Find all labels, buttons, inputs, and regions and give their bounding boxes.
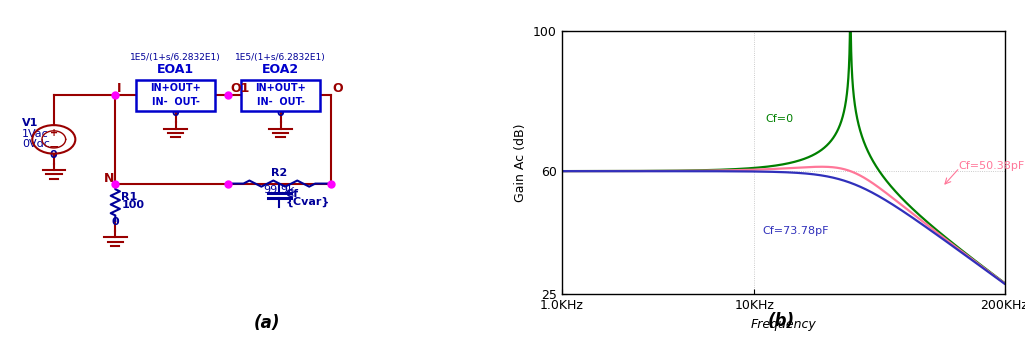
- Text: EOA1: EOA1: [157, 63, 194, 76]
- Bar: [241, 80, 320, 110]
- Y-axis label: Gain Ac (dB): Gain Ac (dB): [515, 123, 528, 202]
- Text: Cf=0: Cf=0: [766, 114, 794, 124]
- Text: +: +: [50, 128, 57, 138]
- Text: EOA2: EOA2: [262, 63, 299, 76]
- Text: N: N: [105, 172, 115, 185]
- Text: R2: R2: [272, 168, 287, 178]
- Text: 0: 0: [172, 108, 179, 118]
- Text: (b): (b): [768, 312, 794, 330]
- Text: (a): (a): [253, 314, 280, 332]
- Text: O1: O1: [230, 83, 249, 96]
- Text: I: I: [117, 83, 122, 96]
- Text: 0: 0: [50, 150, 57, 160]
- Text: IN-  OUT-: IN- OUT-: [152, 97, 200, 107]
- Text: IN+OUT+: IN+OUT+: [255, 83, 306, 93]
- Text: Cf=73.78pF: Cf=73.78pF: [763, 226, 828, 236]
- Text: −: −: [48, 140, 59, 153]
- Text: V1: V1: [23, 118, 38, 129]
- Text: O: O: [332, 83, 343, 96]
- Text: IN+OUT+: IN+OUT+: [150, 83, 201, 93]
- Text: {Cvar}: {Cvar}: [285, 197, 330, 207]
- Text: 100: 100: [122, 200, 145, 210]
- Text: 1E5/(1+s/6.2832E1): 1E5/(1+s/6.2832E1): [235, 53, 326, 62]
- Bar: [135, 80, 215, 110]
- Text: R1: R1: [122, 192, 137, 202]
- Text: Cf=50.38pF: Cf=50.38pF: [958, 162, 1025, 171]
- Text: IN-  OUT-: IN- OUT-: [256, 97, 304, 107]
- Text: 1E5/(1+s/6.2832E1): 1E5/(1+s/6.2832E1): [130, 53, 221, 62]
- Text: 99.9k: 99.9k: [263, 185, 295, 195]
- Text: 0Vdc: 0Vdc: [23, 139, 50, 149]
- Text: 0: 0: [112, 217, 119, 227]
- Text: Cf: Cf: [285, 188, 298, 199]
- X-axis label: Frequency: Frequency: [750, 318, 816, 330]
- Text: 1Vac: 1Vac: [23, 129, 49, 139]
- Text: 0: 0: [277, 108, 284, 118]
